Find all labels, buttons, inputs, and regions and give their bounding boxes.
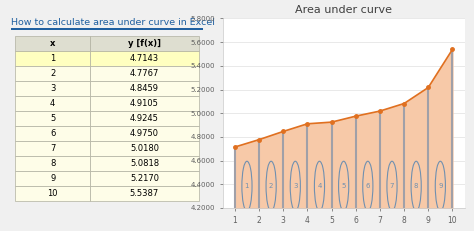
FancyBboxPatch shape [15,81,90,96]
Text: 4: 4 [317,183,322,189]
Text: 3: 3 [50,84,55,93]
Text: 3: 3 [293,183,298,189]
Text: 2: 2 [50,70,55,78]
FancyBboxPatch shape [15,156,90,171]
Text: 4: 4 [50,99,55,108]
Text: 5.0818: 5.0818 [130,159,159,168]
Text: How to calculate area under curve in Excel: How to calculate area under curve in Exc… [11,18,215,27]
Text: 5.5387: 5.5387 [130,189,159,198]
Text: y [f(x)]: y [f(x)] [128,40,161,49]
Title: Area under curve: Area under curve [295,5,392,15]
Text: 5.2170: 5.2170 [130,174,159,183]
Text: x: x [50,40,55,49]
FancyBboxPatch shape [90,81,199,96]
FancyBboxPatch shape [15,141,90,156]
FancyBboxPatch shape [90,156,199,171]
FancyBboxPatch shape [15,186,90,201]
FancyBboxPatch shape [90,52,199,67]
FancyBboxPatch shape [90,126,199,141]
Text: 6: 6 [50,129,55,138]
Text: 5: 5 [341,183,346,189]
FancyBboxPatch shape [90,141,199,156]
FancyBboxPatch shape [15,171,90,186]
FancyBboxPatch shape [90,186,199,201]
Text: 5: 5 [50,114,55,123]
Text: 5.0180: 5.0180 [130,144,159,153]
FancyBboxPatch shape [90,36,199,52]
Text: 4.9750: 4.9750 [130,129,159,138]
FancyBboxPatch shape [15,126,90,141]
FancyBboxPatch shape [15,36,90,52]
Text: 4.7767: 4.7767 [130,70,159,78]
Text: 2: 2 [269,183,273,189]
Text: 9: 9 [50,174,55,183]
Text: 8: 8 [50,159,55,168]
Text: 10: 10 [47,189,58,198]
FancyBboxPatch shape [90,111,199,126]
FancyBboxPatch shape [90,96,199,111]
FancyBboxPatch shape [15,96,90,111]
FancyBboxPatch shape [15,111,90,126]
Text: 4.9105: 4.9105 [130,99,159,108]
Text: 7: 7 [390,183,394,189]
Text: 7: 7 [50,144,55,153]
Text: 4.7143: 4.7143 [130,55,159,64]
FancyBboxPatch shape [15,52,90,67]
FancyBboxPatch shape [90,67,199,81]
Text: 4.9245: 4.9245 [130,114,159,123]
FancyBboxPatch shape [90,171,199,186]
Text: 1: 1 [245,183,249,189]
Text: 4.8459: 4.8459 [130,84,159,93]
Text: 6: 6 [365,183,370,189]
FancyBboxPatch shape [15,67,90,81]
Text: 9: 9 [438,183,443,189]
Text: 1: 1 [50,55,55,64]
FancyBboxPatch shape [11,28,203,30]
Text: 8: 8 [414,183,419,189]
